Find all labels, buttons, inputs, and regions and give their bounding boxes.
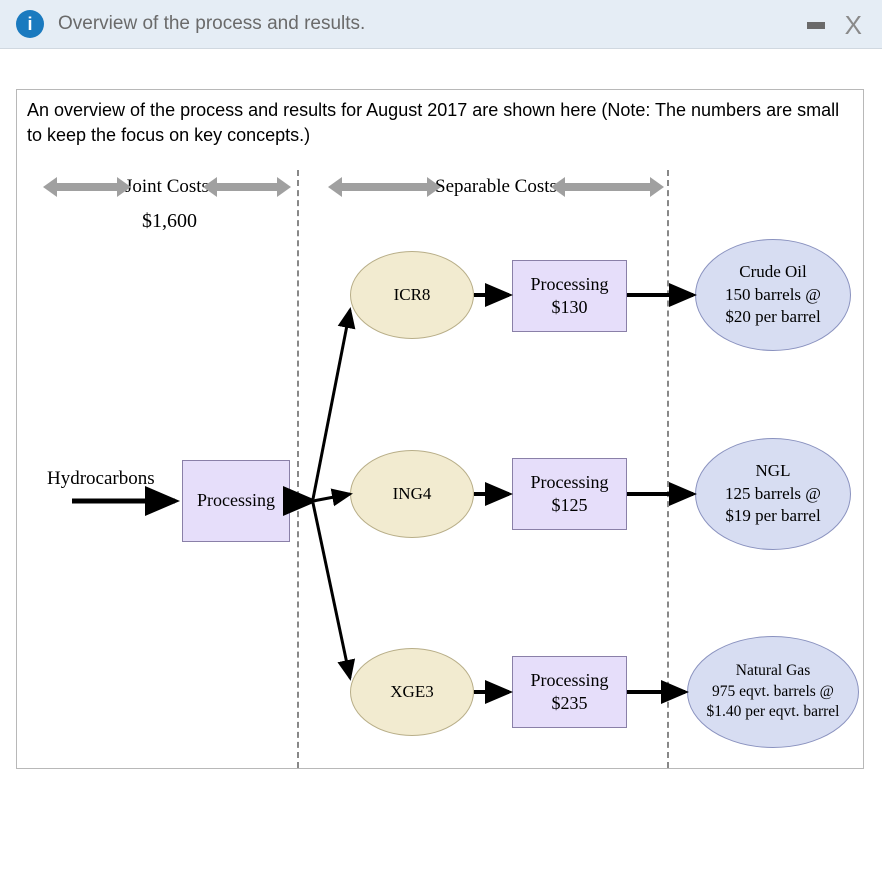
- processing-box-2: Processing $125: [512, 458, 627, 530]
- processing-box-3-cost: $235: [552, 692, 588, 715]
- dialog-header: i Overview of the process and results. X: [0, 0, 882, 49]
- processing-box-2-label: Processing: [531, 471, 609, 494]
- divider-2: [667, 170, 669, 768]
- window-controls: X: [807, 12, 862, 38]
- joint-processing-box: Processing: [182, 460, 290, 542]
- intermediate-icr8: ICR8: [350, 251, 474, 339]
- joint-costs-label: Joint Costs: [125, 176, 209, 198]
- input-label: Hydrocarbons: [47, 468, 155, 490]
- arrow-split-down: [313, 503, 350, 678]
- output-2-name: NGL: [756, 460, 791, 483]
- intro-text: An overview of the process and results f…: [27, 98, 853, 148]
- separable-costs-arrow: Separable Costs: [342, 176, 650, 198]
- diagram-canvas: An overview of the process and results f…: [16, 89, 864, 769]
- output-3-qty: 975 eqvt. barrels @: [712, 682, 834, 703]
- output-1-name: Crude Oil: [739, 261, 807, 284]
- minimize-icon[interactable]: [807, 22, 825, 29]
- processing-box-1: Processing $130: [512, 260, 627, 332]
- intermediate-ing4: ING4: [350, 450, 474, 538]
- joint-cost-amount: $1,600: [142, 210, 197, 233]
- info-glyph: i: [27, 14, 32, 35]
- intermediate-ing4-label: ING4: [393, 483, 432, 506]
- output-1-price: $20 per barrel: [725, 306, 820, 329]
- content-area: An overview of the process and results f…: [0, 49, 882, 789]
- arrow-split-mid: [313, 494, 350, 501]
- joint-costs-arrow: Joint Costs: [57, 176, 277, 198]
- output-2-qty: 125 barrels @: [725, 483, 821, 506]
- processing-box-2-cost: $125: [552, 494, 588, 517]
- arrow-split-up: [313, 310, 350, 499]
- processing-box-3-label: Processing: [531, 669, 609, 692]
- intermediate-icr8-label: ICR8: [394, 284, 431, 307]
- processing-box-3: Processing $235: [512, 656, 627, 728]
- output-3-price: $1.40 per eqvt. barrel: [707, 702, 840, 723]
- output-1-qty: 150 barrels @: [725, 284, 821, 307]
- output-3-name: Natural Gas: [736, 661, 810, 682]
- output-natural-gas: Natural Gas 975 eqvt. barrels @ $1.40 pe…: [687, 636, 859, 748]
- output-crude-oil: Crude Oil 150 barrels @ $20 per barrel: [695, 239, 851, 351]
- separable-costs-label: Separable Costs: [435, 176, 557, 198]
- info-icon: i: [16, 10, 44, 38]
- close-icon[interactable]: X: [845, 12, 862, 38]
- divider-1: [297, 170, 299, 768]
- output-ngl: NGL 125 barrels @ $19 per barrel: [695, 438, 851, 550]
- processing-box-1-label: Processing: [531, 273, 609, 296]
- intermediate-xge3: XGE3: [350, 648, 474, 736]
- joint-processing-label: Processing: [197, 489, 275, 512]
- output-2-price: $19 per barrel: [725, 505, 820, 528]
- dialog-title: Overview of the process and results.: [58, 13, 365, 35]
- intermediate-xge3-label: XGE3: [390, 681, 433, 704]
- processing-box-1-cost: $130: [552, 296, 588, 319]
